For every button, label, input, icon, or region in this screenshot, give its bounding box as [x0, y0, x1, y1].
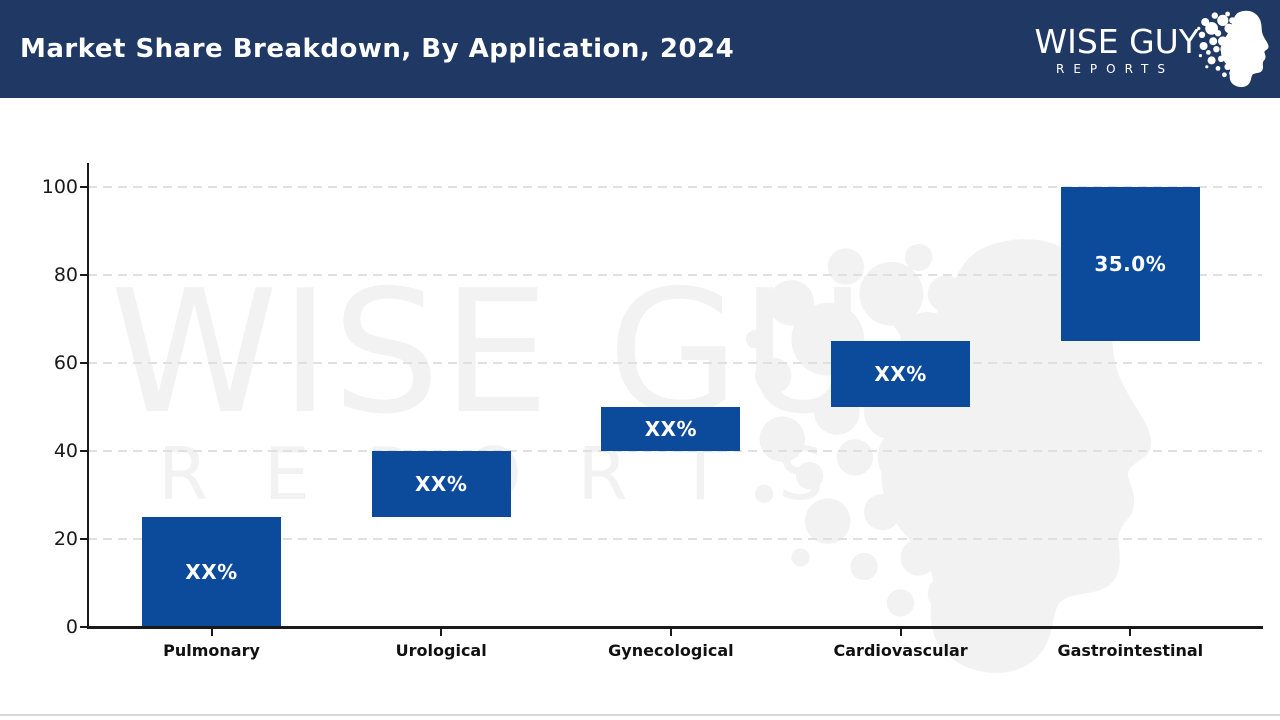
gridline: [88, 186, 1262, 188]
y-tick-label: 100: [41, 176, 78, 198]
bar-urological: XX%: [371, 451, 511, 517]
bar-gynecological: XX%: [601, 407, 741, 451]
x-tick-label: Cardiovascular: [833, 641, 968, 660]
header-bar: Market Share Breakdown, By Application, …: [0, 0, 1280, 98]
x-tick-label: Pulmonary: [163, 641, 260, 660]
x-axis-tick: [440, 629, 443, 636]
y-axis-tick: [80, 538, 88, 540]
bar-gastrointestinal: 35.0%: [1060, 187, 1200, 341]
x-axis-tick: [210, 629, 213, 636]
x-axis-tick: [669, 629, 672, 636]
y-tick-label: 0: [65, 616, 78, 638]
bar-value-label: XX%: [185, 560, 238, 584]
bar-value-label: XX%: [874, 362, 927, 386]
chart-title: Market Share Breakdown, By Application, …: [20, 34, 735, 64]
y-axis-tick: [80, 186, 88, 188]
bar-value-label: 35.0%: [1094, 252, 1167, 276]
y-tick-label: 40: [53, 440, 78, 462]
bar-value-label: XX%: [414, 472, 468, 496]
dotted-head-profile-icon: [1197, 10, 1269, 88]
y-tick-label: 60: [53, 352, 78, 374]
y-tick-label: 20: [53, 528, 78, 550]
bar-value-label: XX%: [644, 417, 698, 441]
bar-cardiovascular: XX%: [831, 341, 971, 407]
y-axis-tick: [80, 274, 88, 276]
x-tick-label: Urological: [395, 641, 487, 660]
gridline: [88, 362, 1262, 364]
y-axis-tick: [80, 450, 88, 452]
x-axis-line: [87, 626, 1263, 629]
bottom-divider: [0, 714, 1280, 716]
x-axis-tick: [899, 629, 902, 636]
y-tick-label: 80: [53, 264, 78, 286]
x-tick-label: Gastrointestinal: [1057, 641, 1204, 660]
logo-wordmark: WISE GUY: [1034, 22, 1199, 61]
gridline: [88, 274, 1262, 276]
wiseguy-logo: WISE GUY REPORTS: [1014, 4, 1274, 96]
gridline: [88, 538, 1262, 540]
y-axis-tick: [80, 362, 88, 364]
logo-subtext: REPORTS: [1055, 62, 1174, 76]
bar-pulmonary: XX%: [142, 517, 281, 627]
x-tick-label: Gynecological: [608, 641, 734, 660]
gridline: [88, 450, 1262, 452]
x-axis-tick: [1129, 629, 1132, 636]
y-axis-line: [87, 163, 89, 629]
y-axis-tick: [80, 626, 88, 628]
